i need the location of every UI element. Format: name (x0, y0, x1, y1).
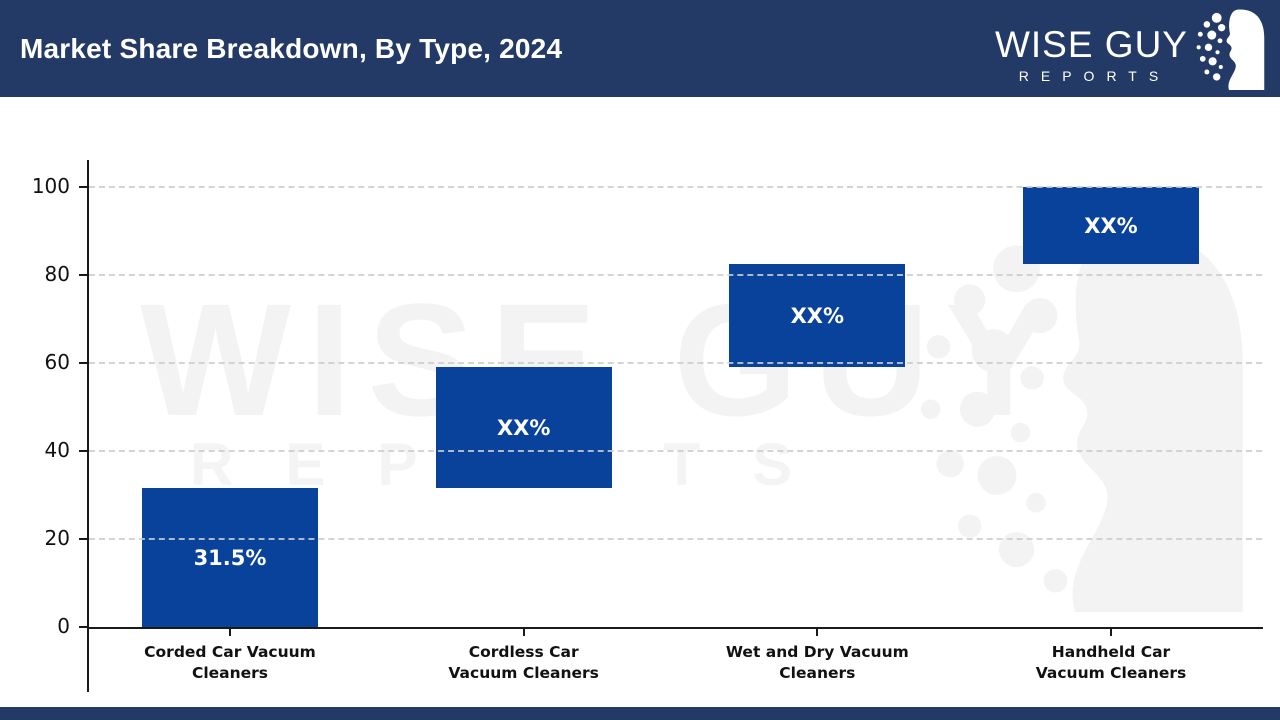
watermark-face-icon (920, 229, 1243, 612)
y-tick-mark (79, 274, 88, 276)
gridline (89, 186, 1262, 188)
y-tick-label: 60 (44, 350, 70, 374)
y-tick-mark (79, 626, 88, 628)
x-tick-mark (522, 629, 525, 636)
category-label-line: Wet and Dry Vacuum (725, 643, 909, 661)
x-tick-mark (816, 629, 819, 636)
y-tick-mark (79, 450, 88, 452)
category-label: Handheld Car Vacuum Cleaners (981, 642, 1241, 684)
gridline (89, 450, 1262, 452)
bar-segment: XX% (729, 264, 906, 368)
x-tick-mark (1110, 629, 1112, 636)
y-tick-mark (79, 538, 88, 540)
category-label: Cordless Car Vacuum Cleaners (394, 642, 654, 684)
brand-name-text: WISE GUY (994, 24, 1188, 65)
category-label-line: Cleaners (779, 664, 856, 682)
bar-segment: XX% (1023, 187, 1199, 264)
y-tick-mark (79, 362, 88, 364)
bar-value-label: XX% (496, 415, 551, 440)
header-bar: Market Share Breakdown, By Type, 2024 WI… (0, 0, 1280, 97)
category-label-line: Cleaners (191, 664, 269, 682)
bar-segment: XX% (435, 367, 612, 489)
y-tick-label: 80 (44, 262, 70, 286)
bar-value-label: XX% (1084, 213, 1138, 238)
brand-subtext: REPORTS (1018, 68, 1171, 84)
x-tick-mark (229, 629, 231, 636)
gridline (89, 538, 1262, 540)
bar-segment: 31.5% (142, 488, 318, 627)
category-label-line: Vacuum Cleaners (448, 664, 599, 682)
category-label-line: Handheld Car (1051, 643, 1171, 661)
x-axis-line (87, 627, 1263, 629)
y-tick-label: 0 (57, 614, 70, 638)
gridline (89, 362, 1262, 364)
footer-bar (0, 707, 1280, 720)
bar-value-label: 31.5% (193, 545, 267, 570)
logo-face-icon (1196, 9, 1265, 90)
y-tick-label: 100 (31, 174, 70, 198)
category-label: Wet and Dry Vacuum Cleaners (687, 642, 947, 684)
category-label: Corded Car Vacuum Cleaners (100, 642, 360, 684)
category-label-line: Cordless Car (468, 643, 579, 661)
category-label-line: Vacuum Cleaners (1035, 664, 1187, 682)
gridline (89, 274, 1262, 276)
y-tick-mark (79, 186, 88, 188)
brand-wordmark: WISE GUY REPORTS (995, 24, 1188, 84)
plot-area: 0 20 40 60 80 100 31.5% Corded Car Vacuum Cleane… (0, 97, 1280, 707)
y-tick-label: 40 (44, 438, 70, 462)
bar-value-label: XX% (790, 303, 845, 328)
category-label-line: Corded Car Vacuum (144, 643, 316, 661)
brand-logo: WISE GUY REPORTS (995, 6, 1266, 92)
page-title: Market Share Breakdown, By Type, 2024 (20, 33, 563, 64)
y-tick-label: 20 (44, 526, 70, 550)
y-axis-line (87, 160, 89, 692)
